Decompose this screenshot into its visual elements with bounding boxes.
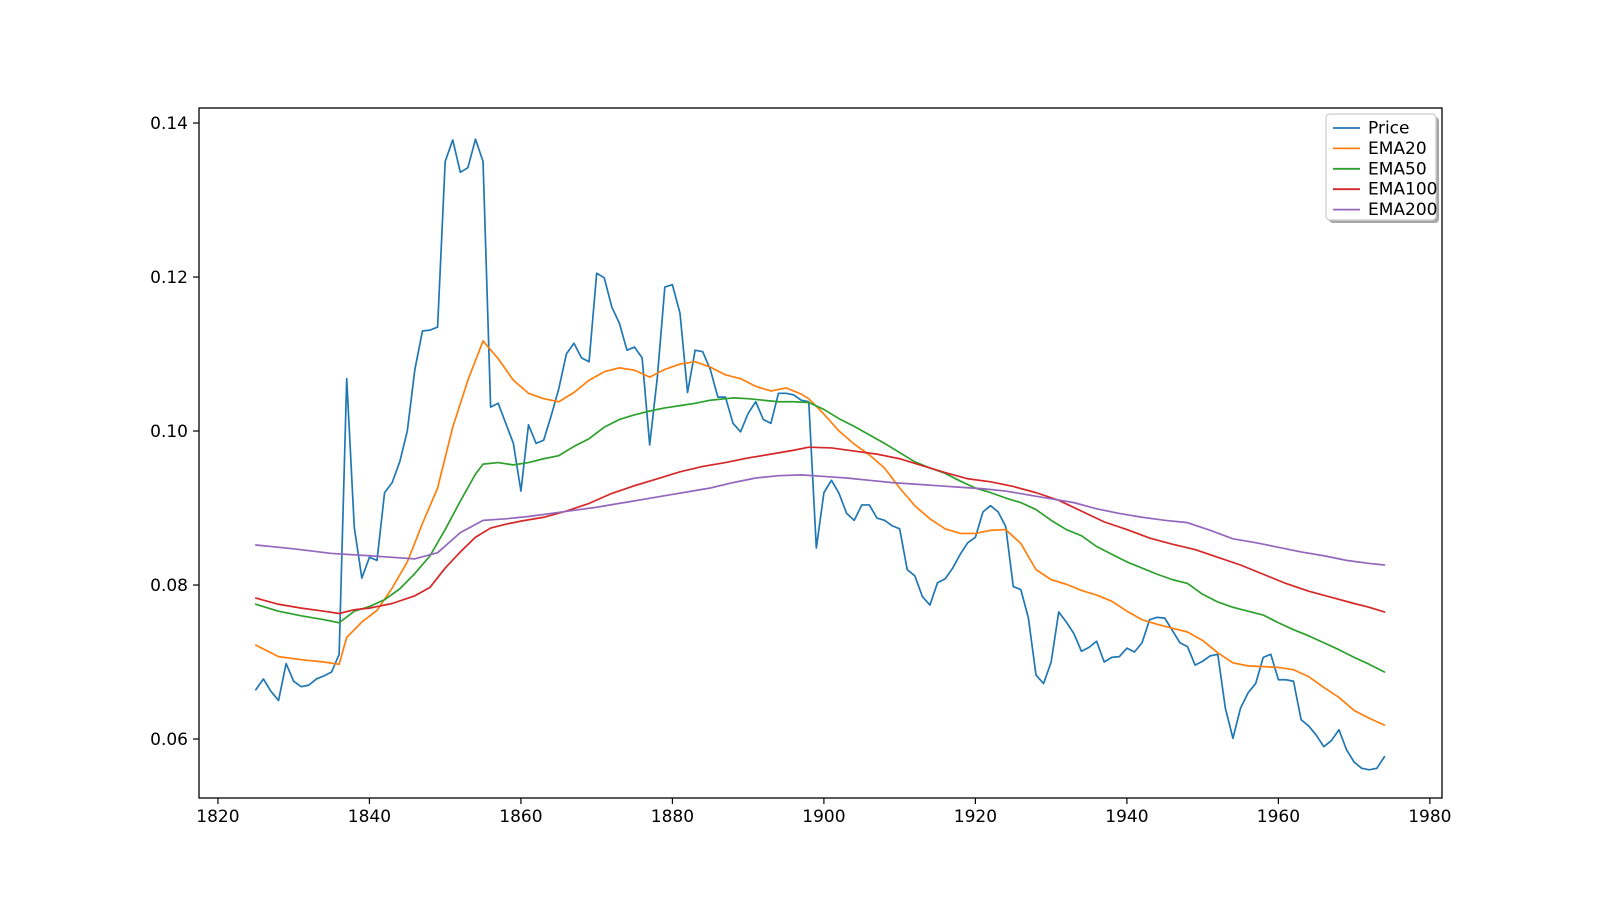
y-tick-label: 0.06: [150, 730, 188, 750]
y-tick-label: 0.10: [150, 422, 188, 442]
x-tick-label: 1880: [651, 807, 694, 827]
plot-area: 1820 1840 1860 1880 1900 1920 1940 1960 1980 0.06…: [150, 107, 1452, 827]
legend-label-price: Price: [1368, 119, 1409, 139]
legend-label-ema200: EMA200: [1368, 200, 1438, 220]
series-layer: [254, 138, 1386, 771]
y-tick-label: 0.14: [150, 114, 188, 134]
x-tick-label: 1900: [802, 807, 845, 827]
series-line-ema100: [254, 446, 1386, 615]
series-line-ema50: [254, 397, 1386, 673]
x-tick-label: 1860: [499, 807, 542, 827]
axes-layer: 1820 1840 1860 1880 1900 1920 1940 1960 1980 0.06…: [150, 107, 1452, 827]
series-line-ema20: [254, 340, 1386, 727]
legend-label-ema100: EMA100: [1368, 180, 1438, 200]
x-tick-label: 1960: [1257, 807, 1300, 827]
legend-label-ema20: EMA20: [1368, 139, 1427, 159]
legend-box: [1325, 113, 1437, 221]
axes-spines: [198, 107, 1443, 799]
series-line-ema200: [254, 474, 1386, 566]
series-line-price: [254, 138, 1386, 771]
y-tick-label: 0.12: [150, 268, 188, 288]
x-tick-label: 1920: [954, 807, 997, 827]
x-tick-label: 1840: [348, 807, 391, 827]
x-tick-label: 1940: [1105, 807, 1148, 827]
x-tick-label: 1820: [196, 807, 239, 827]
y-tick-label: 0.08: [150, 576, 188, 596]
legend-label-ema50: EMA50: [1368, 159, 1427, 179]
x-tick-label: 1980: [1408, 807, 1451, 827]
